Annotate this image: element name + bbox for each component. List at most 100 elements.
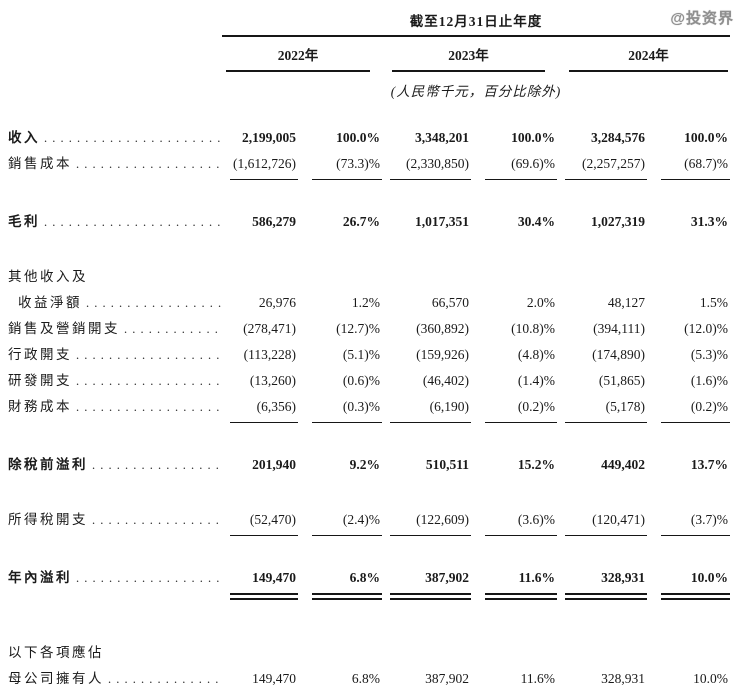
amount-cell	[222, 264, 298, 290]
row-label-cell: 銷售成本	[8, 151, 222, 180]
amount-cell: 510,511	[382, 452, 471, 478]
cell-value: 149,470	[230, 565, 298, 600]
dot-leader	[76, 368, 222, 394]
year-group-2023: 2023年	[382, 44, 557, 72]
amount-cell: (278,471)	[222, 316, 298, 342]
amount-cell: (2,257,257)	[557, 151, 647, 180]
dot-leader	[76, 394, 222, 420]
percent-cell: (10.8)%	[471, 316, 557, 342]
cell-value: 201,940	[252, 457, 296, 472]
row-label: 銷售及營銷開支	[8, 321, 120, 336]
amount-cell: (394,111)	[557, 316, 647, 342]
percent-cell: 6.8%	[298, 666, 382, 687]
percent-cell	[298, 640, 382, 666]
row-label: 所得稅開支	[8, 512, 88, 527]
percent-cell	[471, 640, 557, 666]
table-row: 收益淨額 26,976 1.2% 66,570 2.0% 48,127 1.5%	[8, 290, 742, 316]
table-row: 其他收入及	[8, 264, 742, 290]
period-header: 截至12月31日止年度	[222, 10, 730, 37]
table-row: 母公司擁有人 149,470 6.8% 387,902 11.6% 328,931 10.0…	[8, 666, 742, 687]
cell-value: (73.3)%	[312, 151, 382, 180]
amount-cell	[382, 264, 471, 290]
amount-cell: (113,228)	[222, 342, 298, 368]
year-header-row: 2022年 2023年 2024年	[8, 37, 742, 72]
percent-cell: (1.6)%	[647, 368, 730, 394]
cell-value: 1,017,351	[415, 214, 469, 229]
cell-value: (278,471)	[243, 321, 296, 336]
cell-value: 510,511	[425, 457, 469, 472]
cell-value: (69.6)%	[485, 151, 557, 180]
dot-leader	[44, 125, 222, 151]
row-label-cell: 行政開支	[8, 342, 222, 368]
table-row: 除稅前溢利 201,940 9.2% 510,511 15.2% 449,402 13.7%	[8, 452, 742, 478]
row-label: 毛利	[8, 214, 40, 229]
percent-cell: (0.6)%	[298, 368, 382, 394]
year-header-2022: 2022年	[226, 44, 370, 72]
cell-value: 1.5%	[699, 295, 728, 310]
row-label: 行政開支	[8, 347, 72, 362]
row-label: 財務成本	[8, 399, 72, 414]
percent-cell	[647, 640, 730, 666]
cell-value: (5.3)%	[690, 347, 728, 362]
row-label-cell: 以下各項應佔	[8, 640, 222, 666]
cell-value: 6.8%	[351, 671, 380, 686]
percent-cell: 11.6%	[471, 666, 557, 687]
amount-cell: (174,890)	[557, 342, 647, 368]
cell-value: (12.7)%	[336, 321, 380, 336]
cell-value: (6,190)	[390, 394, 471, 423]
percent-cell	[471, 264, 557, 290]
percent-cell: 26.7%	[298, 209, 382, 235]
percent-cell: (69.6)%	[471, 151, 557, 180]
dot-leader	[108, 666, 222, 687]
percent-cell: 31.3%	[647, 209, 730, 235]
cell-value: (0.2)%	[661, 394, 730, 423]
cell-value: 149,470	[252, 671, 296, 686]
row-label: 銷售成本	[8, 156, 72, 171]
amount-cell: (159,926)	[382, 342, 471, 368]
table-body: 收入 2,199,005 100.0% 3,348,201 100.0% 3,284,57…	[8, 125, 742, 687]
amount-cell	[382, 640, 471, 666]
cell-value: (6,356)	[230, 394, 298, 423]
cell-value: 26.7%	[342, 214, 380, 229]
cell-value: (52,470)	[230, 507, 298, 536]
cell-value: 66,570	[431, 295, 469, 310]
amount-cell: 201,940	[222, 452, 298, 478]
cell-value: 328,931	[601, 671, 645, 686]
amount-cell: 586,279	[222, 209, 298, 235]
percent-cell: 2.0%	[471, 290, 557, 316]
cell-value: (46,402)	[422, 373, 469, 388]
percent-cell: (12.7)%	[298, 316, 382, 342]
percent-cell: 11.6%	[471, 565, 557, 600]
cell-value: (1.6)%	[690, 373, 728, 388]
dot-leader	[44, 209, 222, 235]
row-label: 母公司擁有人	[8, 671, 104, 686]
row-label-cell: 其他收入及	[8, 264, 222, 290]
dot-leader	[76, 342, 222, 368]
year-header-2023: 2023年	[392, 44, 545, 72]
table-row: 年內溢利 149,470 6.8%387,902 11.6%328,931 10.0%	[8, 565, 742, 600]
year-header-2024: 2024年	[569, 44, 728, 72]
cell-value: (1.4)%	[517, 373, 555, 388]
amount-cell: (122,609)	[382, 507, 471, 536]
amount-cell: 1,027,319	[557, 209, 647, 235]
percent-cell: 10.0%	[647, 666, 730, 687]
amount-cell: 26,976	[222, 290, 298, 316]
amount-cell	[222, 640, 298, 666]
cell-value: 1,027,319	[591, 214, 645, 229]
amount-cell: (13,260)	[222, 368, 298, 394]
cell-value: 10.0%	[661, 565, 730, 600]
cell-value: (360,892)	[416, 321, 469, 336]
cell-value: 30.4%	[517, 214, 555, 229]
cell-value: (174,890)	[592, 347, 645, 362]
percent-cell: (4.8)%	[471, 342, 557, 368]
cell-value: 100.0%	[336, 130, 380, 145]
label-column-spacer	[8, 72, 222, 100]
percent-cell: (3.6)%	[471, 507, 557, 536]
cell-value: (4.8)%	[517, 347, 555, 362]
cell-value: 48,127	[607, 295, 645, 310]
row-label: 年內溢利	[8, 570, 72, 585]
amount-cell: 328,931	[557, 666, 647, 687]
amount-cell: 1,017,351	[382, 209, 471, 235]
amount-cell: (46,402)	[382, 368, 471, 394]
cell-value: (3.7)%	[661, 507, 730, 536]
